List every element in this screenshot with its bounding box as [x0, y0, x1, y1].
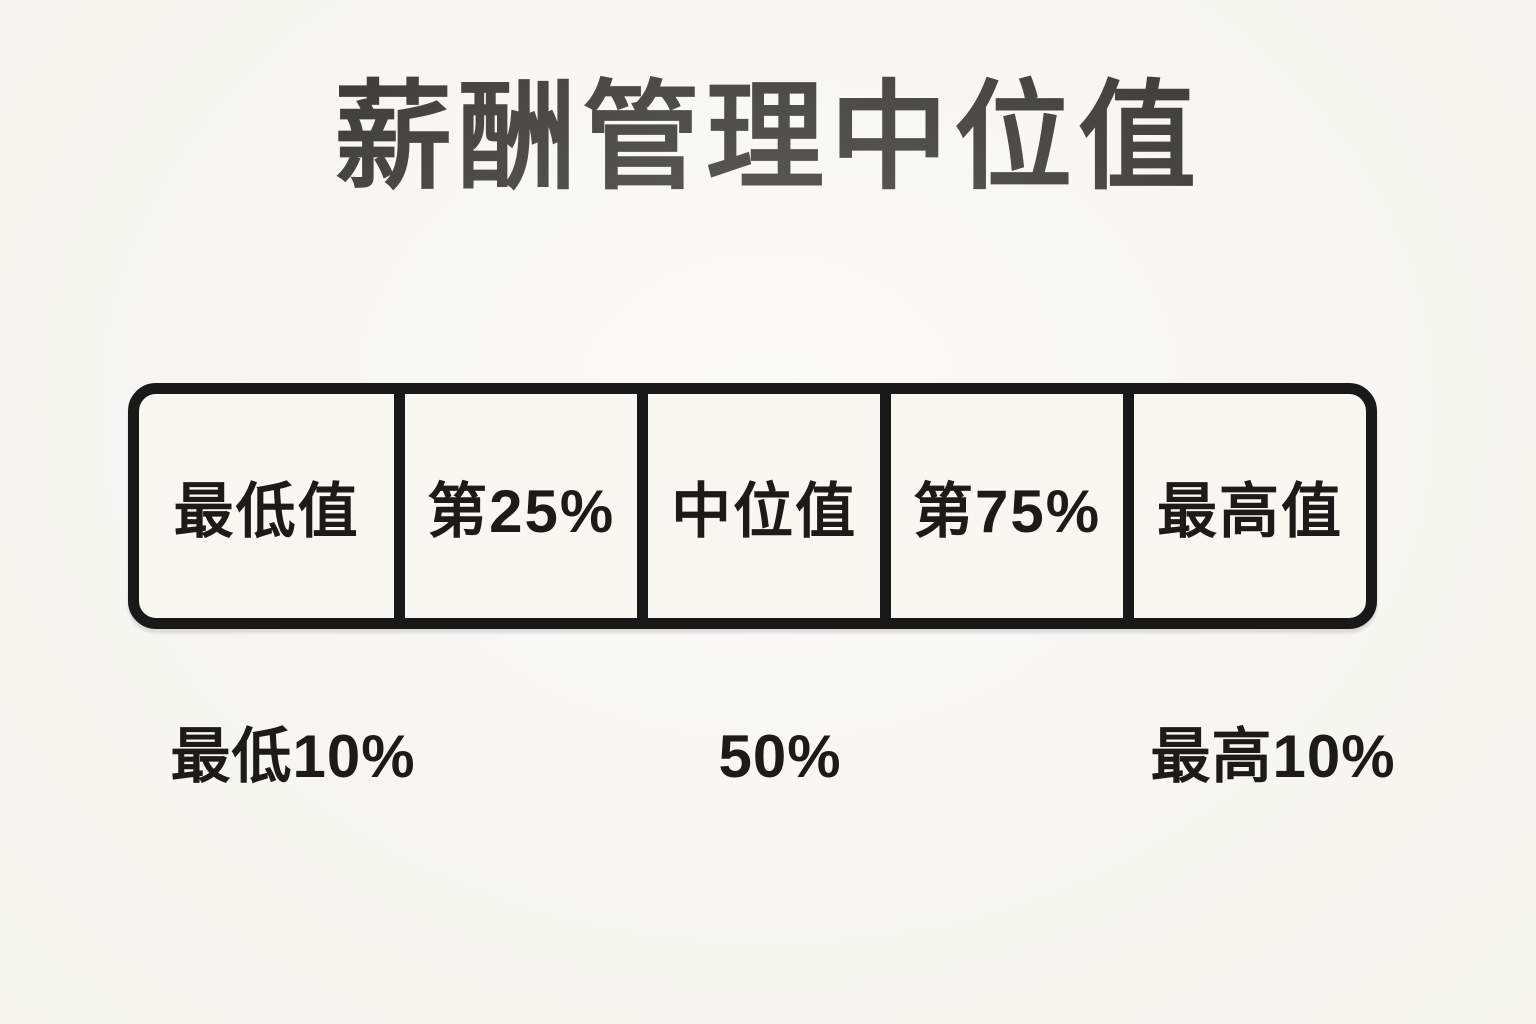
label-top-10-percent: 最高10% [1150, 723, 1396, 790]
band-cell-maximum-label: 最高值 [1156, 477, 1343, 545]
band-cell-p25: 第25% [394, 394, 637, 618]
band-cell-p75: 第75% [880, 394, 1123, 618]
band-cell-median: 中位值 [637, 394, 880, 618]
label-bottom-10-percent: 最低10% [170, 723, 416, 790]
band-cell-minimum: 最低值 [139, 394, 394, 618]
band-cell-minimum-label: 最低值 [173, 477, 360, 545]
label-middle-50-percent: 50% [718, 723, 842, 790]
page-title: 薪酬管理中位值 [333, 72, 1202, 204]
band-cell-p75-label: 第75% [912, 477, 1102, 545]
band-cell-maximum: 最高值 [1123, 394, 1366, 618]
band-cell-median-label: 中位值 [671, 477, 858, 545]
band-cell-p25-label: 第25% [427, 477, 616, 545]
percentile-band: 最低值 第25% 中位值 第75% 最高值 [128, 383, 1377, 629]
